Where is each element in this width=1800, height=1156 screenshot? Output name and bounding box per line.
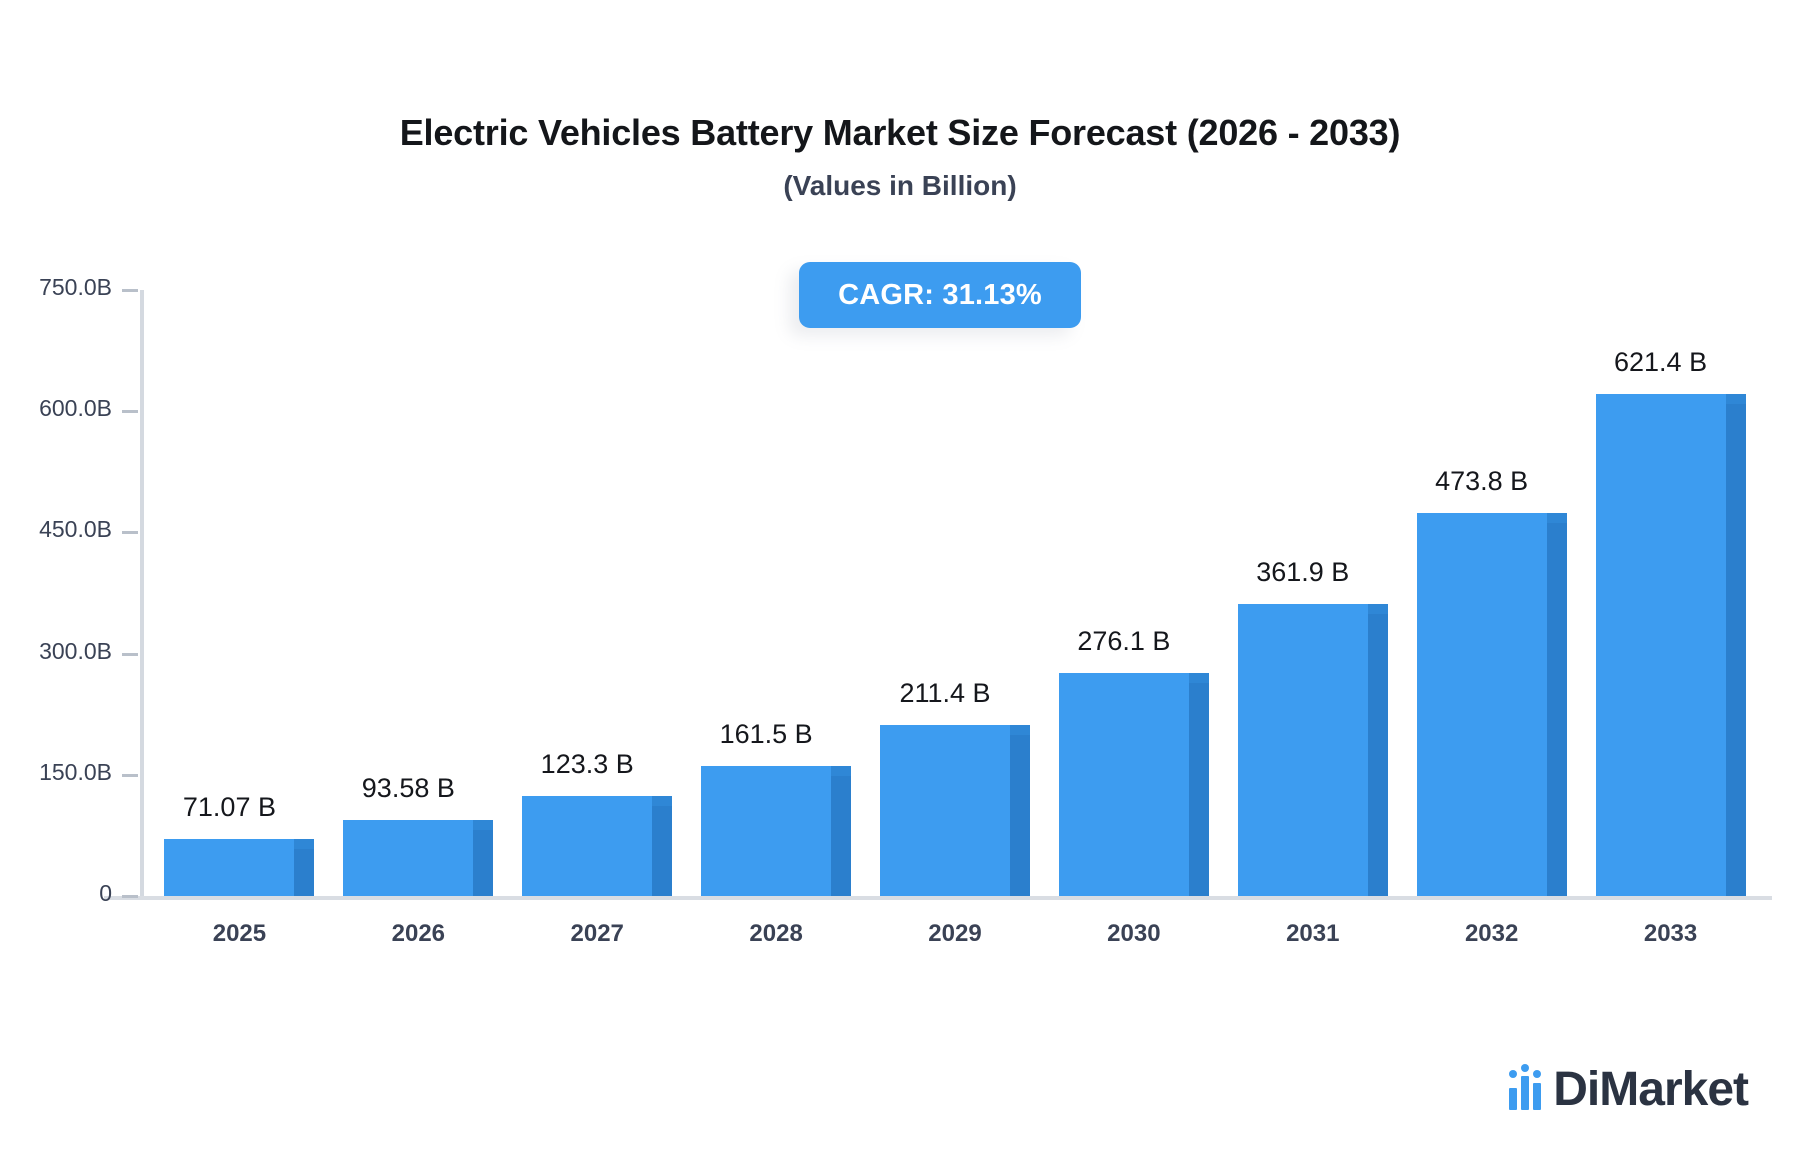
bar-side-face xyxy=(831,775,852,896)
bar-value-label: 473.8 B xyxy=(1435,466,1529,497)
x-axis-tick-2027: 2027 xyxy=(570,920,624,947)
bar-value-label: 621.4 B xyxy=(1614,346,1708,377)
x-axis-tick-2029: 2029 xyxy=(928,920,982,947)
bar-side-face xyxy=(1725,403,1746,896)
logo-dot-2 xyxy=(1521,1064,1530,1072)
y-axis-tick-750: 750.0B xyxy=(39,274,112,300)
y-axis-tick-300: 300.0B xyxy=(39,637,112,664)
y-axis-tick-mark xyxy=(122,652,138,656)
cagr-badge-label: CAGR: 31.13% xyxy=(838,278,1042,311)
x-axis-tick-2033: 2033 xyxy=(1643,920,1698,947)
y-axis-tick-mark xyxy=(122,289,138,292)
bar-2027[interactable]: 123.3 B xyxy=(522,749,673,896)
y-axis-tick-mark xyxy=(122,895,138,898)
chart-subtitle: (Values in Billion) xyxy=(783,170,1017,201)
x-axis-tick-2032: 2032 xyxy=(1464,920,1519,947)
bar-value-label: 211.4 B xyxy=(899,678,991,709)
bar-2031[interactable]: 361.9 B xyxy=(1237,557,1388,896)
bar-front-face xyxy=(164,838,295,896)
logo-dot-1 xyxy=(1509,1070,1518,1078)
cagr-badge: CAGR: 31.13% xyxy=(799,262,1081,328)
bar-front-face xyxy=(1058,672,1189,896)
logo-dot-3 xyxy=(1533,1070,1542,1078)
bar-2025[interactable]: 71.07 B xyxy=(164,792,315,896)
x-axis-tick-2028: 2028 xyxy=(749,920,803,947)
x-axis-tick-2031: 2031 xyxy=(1286,920,1340,947)
bar-front-face xyxy=(522,796,653,896)
bar-2032[interactable]: 473.8 B xyxy=(1416,466,1567,896)
bar-top-face xyxy=(473,820,494,831)
y-axis-tick-150: 150.0B xyxy=(39,758,112,785)
bar-front-face xyxy=(1237,603,1368,896)
bar-2033[interactable]: 621.4 B xyxy=(1595,347,1746,896)
watermark-brand: DiMarket xyxy=(1553,1063,1749,1116)
logo-bar-1 xyxy=(1509,1088,1518,1110)
bar-top-face xyxy=(1010,725,1030,736)
y-axis-tick-mark xyxy=(122,531,138,535)
bar-front-face xyxy=(701,765,832,896)
bar-2028[interactable]: 161.5 B xyxy=(701,719,852,896)
y-axis-line xyxy=(140,290,144,898)
bar-top-face xyxy=(1725,393,1746,404)
bar-top-face xyxy=(652,796,673,807)
y-axis-tick-0: 0 xyxy=(99,880,112,906)
bar-2030[interactable]: 276.1 B xyxy=(1058,626,1209,896)
y-axis-tick-450: 450.0B xyxy=(39,516,112,543)
bar-value-label: 123.3 B xyxy=(540,749,634,780)
bar-value-label: 276.1 B xyxy=(1077,625,1171,656)
bar-front-face xyxy=(1416,513,1547,896)
x-axis-tick-2030: 2030 xyxy=(1107,920,1161,947)
bar-side-face xyxy=(294,848,315,896)
bar-side-face xyxy=(473,830,494,896)
bar-top-face xyxy=(294,838,315,849)
logo-bar-3 xyxy=(1533,1083,1542,1110)
x-axis-tick-2025: 2025 xyxy=(212,920,267,947)
y-axis-tick-600: 600.0B xyxy=(39,395,112,422)
bar-value-label: 161.5 B xyxy=(719,718,813,749)
bar-chart-logo-icon xyxy=(1509,1064,1542,1110)
x-axis-tick-2026: 2026 xyxy=(391,920,446,947)
chart-title: Electric Vehicles Battery Market Size Fo… xyxy=(399,112,1401,153)
logo-bar-2 xyxy=(1521,1076,1530,1110)
bar-2026[interactable]: 93.58 B xyxy=(343,773,494,896)
bar-2029[interactable]: 211.4 B xyxy=(880,678,1030,896)
bar-top-face xyxy=(1367,603,1388,614)
bar-top-face xyxy=(831,765,852,776)
bar-front-face xyxy=(1595,393,1726,896)
bar-front-face xyxy=(880,725,1010,896)
bar-top-face xyxy=(1188,672,1209,683)
bar-side-face xyxy=(1546,523,1567,896)
y-axis-tick-mark xyxy=(122,410,138,414)
bar-value-label: 361.9 B xyxy=(1256,556,1350,587)
bar-side-face xyxy=(1367,613,1388,896)
bar-value-label: 71.07 B xyxy=(182,791,276,822)
watermark: DiMarket xyxy=(1509,1063,1749,1116)
bar-value-label: 93.58 B xyxy=(361,773,455,804)
bar-front-face xyxy=(343,820,474,896)
bar-side-face xyxy=(1010,735,1030,896)
bar-side-face xyxy=(652,806,673,896)
x-axis-line xyxy=(104,896,1772,900)
bar-side-face xyxy=(1188,682,1209,896)
bar-top-face xyxy=(1546,513,1567,524)
y-axis-tick-mark xyxy=(122,773,138,777)
